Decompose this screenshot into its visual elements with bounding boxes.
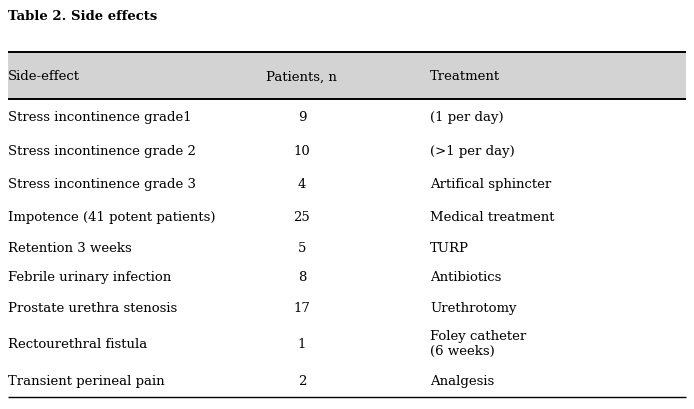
Text: Treatment: Treatment	[430, 70, 500, 83]
Text: Patients, n: Patients, n	[266, 70, 337, 83]
Text: 5: 5	[298, 241, 306, 254]
Text: Stress incontinence grade 2: Stress incontinence grade 2	[8, 145, 196, 158]
Text: Foley catheter
(6 weeks): Foley catheter (6 weeks)	[430, 330, 527, 357]
Text: Table 2. Side effects: Table 2. Side effects	[8, 10, 158, 23]
Text: Transient perineal pain: Transient perineal pain	[8, 374, 165, 387]
Text: 1: 1	[298, 337, 306, 350]
Text: (>1 per day): (>1 per day)	[430, 145, 515, 158]
Text: Retention 3 weeks: Retention 3 weeks	[8, 241, 132, 254]
Text: 8: 8	[298, 271, 306, 283]
Text: Stress incontinence grade1: Stress incontinence grade1	[8, 111, 192, 124]
Text: Medical treatment: Medical treatment	[430, 210, 555, 223]
Text: (1 per day): (1 per day)	[430, 111, 504, 124]
Text: Stress incontinence grade 3: Stress incontinence grade 3	[8, 178, 196, 191]
Text: Rectourethral fistula: Rectourethral fistula	[8, 337, 148, 350]
Text: 17: 17	[294, 301, 310, 314]
Text: 2: 2	[298, 374, 306, 387]
Text: 25: 25	[294, 210, 310, 223]
Text: Artifical sphincter: Artifical sphincter	[430, 178, 552, 191]
Text: 4: 4	[298, 178, 306, 191]
Text: Impotence (41 potent patients): Impotence (41 potent patients)	[8, 210, 216, 223]
Text: 10: 10	[294, 145, 310, 158]
Text: Antibiotics: Antibiotics	[430, 271, 502, 283]
Text: Febrile urinary infection: Febrile urinary infection	[8, 271, 171, 283]
Text: Side-effect: Side-effect	[8, 70, 81, 83]
Text: Urethrotomy: Urethrotomy	[430, 301, 517, 314]
Text: Prostate urethra stenosis: Prostate urethra stenosis	[8, 301, 178, 314]
Text: 9: 9	[298, 111, 306, 124]
Text: TURP: TURP	[430, 241, 469, 254]
Text: Analgesis: Analgesis	[430, 374, 495, 387]
